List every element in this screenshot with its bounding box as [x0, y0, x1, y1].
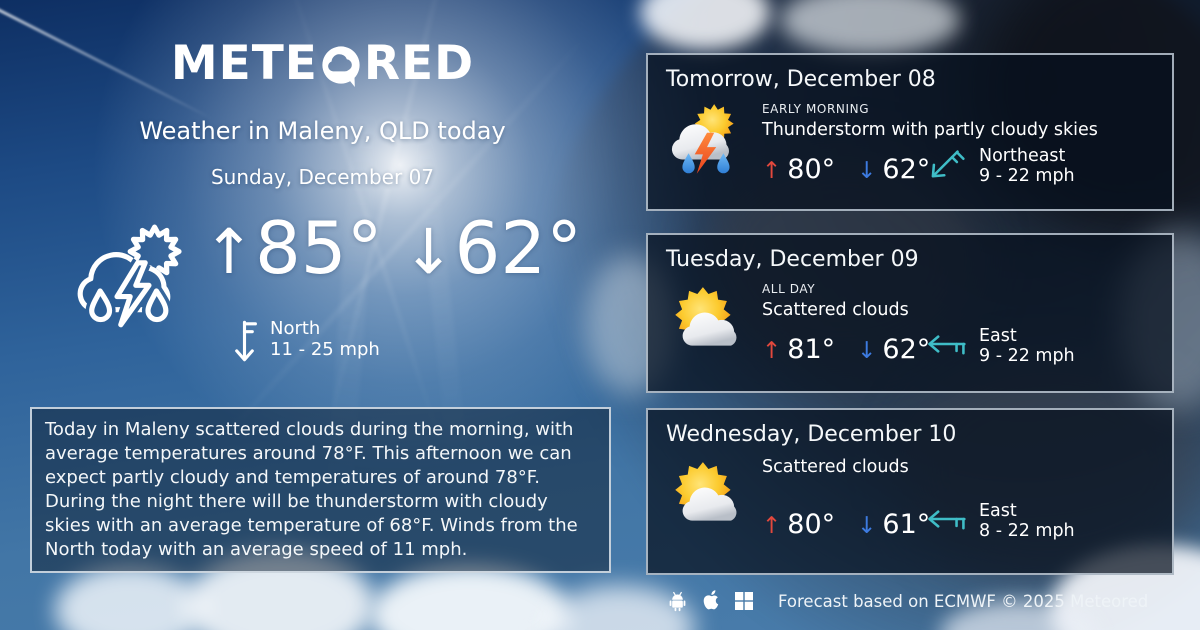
forecast-temperatures: ↑ 80° ↓ 61° — [762, 509, 930, 540]
forecast-card-wednesday[interactable]: Wednesday, December 10 Scattered clouds … — [646, 408, 1174, 575]
forecast-wind: East 8 - 22 mph — [924, 501, 1075, 541]
windows-icon[interactable] — [735, 592, 753, 610]
forecast-period-label: ALL DAY — [762, 282, 816, 296]
forecast-high: 81° — [787, 334, 836, 365]
wind-barb-east-icon — [924, 331, 968, 361]
meteored-logo[interactable]: METE RED — [0, 40, 645, 87]
forecast-wind-direction: East — [979, 501, 1017, 521]
logo-text-before: METE — [170, 36, 318, 91]
forecast-wind-direction: East — [979, 326, 1017, 346]
high-arrow-icon: ↑ — [762, 158, 782, 184]
white-cloud — [780, 0, 960, 55]
forecast-low: 62° — [882, 154, 931, 185]
forecast-wind-speed: 9 - 22 mph — [979, 346, 1075, 366]
page-date: Sunday, December 07 — [210, 165, 435, 189]
high-arrow-icon: ↑ — [203, 215, 255, 288]
forecast-low: 62° — [882, 334, 931, 365]
forecast-temperatures: ↑ 80° ↓ 62° — [762, 154, 1098, 185]
android-icon[interactable] — [668, 591, 687, 612]
today-low-value: 62° — [454, 206, 583, 290]
today-low: ↓ 62° — [403, 212, 583, 284]
wind-barb-east-icon — [924, 506, 968, 536]
high-arrow-icon: ↑ — [762, 513, 782, 539]
wind-barb-north-icon — [235, 320, 257, 362]
low-arrow-icon: ↓ — [857, 513, 877, 539]
forecast-card-title: Wednesday, December 10 — [666, 422, 957, 447]
forecast-wind: East 9 - 22 mph — [924, 326, 1075, 366]
logo-text-after: RED — [363, 36, 475, 91]
forecast-period-label: EARLY MORNING — [762, 102, 870, 116]
forecast-card-title: Tuesday, December 09 — [666, 247, 919, 272]
today-wind: North 11 - 25 mph — [231, 315, 380, 367]
apple-icon[interactable] — [702, 590, 720, 612]
forecast-attribution: Forecast based on ECMWF © 2025 Meteored — [778, 591, 1149, 611]
sun-scattered-clouds-icon — [666, 278, 762, 366]
forecast-condition: Thunderstorm with partly cloudy skies — [762, 120, 1098, 140]
today-high: ↑ 85° — [203, 212, 383, 284]
wind-barb-northeast-icon — [920, 140, 972, 192]
today-high-value: 85° — [254, 206, 383, 290]
today-panel: METE RED Weather in Maleny, QLD today Su… — [0, 40, 645, 573]
today-wind-speed: 11 - 25 mph — [270, 339, 380, 360]
forecast-card-title: Tomorrow, December 08 — [666, 67, 936, 92]
high-arrow-icon: ↑ — [762, 338, 782, 364]
forecast-condition: Scattered clouds — [762, 457, 909, 477]
forecast-temperatures: ↑ 81° ↓ 62° — [762, 334, 930, 365]
low-arrow-icon: ↓ — [857, 338, 877, 364]
forecast-condition: Scattered clouds — [762, 300, 909, 320]
thunderstorm-sun-outline-icon — [72, 214, 194, 340]
low-arrow-icon: ↓ — [402, 215, 455, 288]
white-cloud — [55, 565, 205, 630]
forecast-wind-direction: Northeast — [979, 146, 1066, 166]
sun-scattered-clouds-icon — [666, 453, 762, 541]
low-arrow-icon: ↓ — [857, 158, 877, 184]
page-title: Weather in Maleny, QLD today — [139, 117, 506, 145]
cloud-speech-bubble-icon — [322, 45, 360, 87]
sun-glare — [90, 0, 710, 475]
thunderstorm-partly-cloudy-icon — [666, 98, 762, 186]
forecast-wind-speed: 8 - 22 mph — [979, 521, 1075, 541]
forecast-high: 80° — [787, 154, 836, 185]
forecast-low: 61° — [882, 509, 931, 540]
forecast-wind-speed: 9 - 22 mph — [979, 166, 1075, 186]
forecast-card-tuesday[interactable]: Tuesday, December 09 ALL DAY Scattered c… — [646, 233, 1174, 393]
today-temperatures: ↑ 85° ↓ 62° — [203, 212, 582, 284]
weather-summary: Today in Maleny scattered clouds during … — [30, 407, 611, 573]
footer: Forecast based on ECMWF © 2025 Meteored — [668, 590, 1148, 612]
forecast-wind: Northeast 9 - 22 mph — [924, 146, 1075, 186]
forecast-high: 80° — [787, 509, 836, 540]
forecast-card-tomorrow[interactable]: Tomorrow, December 08 EARLY MORNING Thun… — [646, 53, 1174, 211]
today-wind-direction: North — [270, 318, 321, 339]
